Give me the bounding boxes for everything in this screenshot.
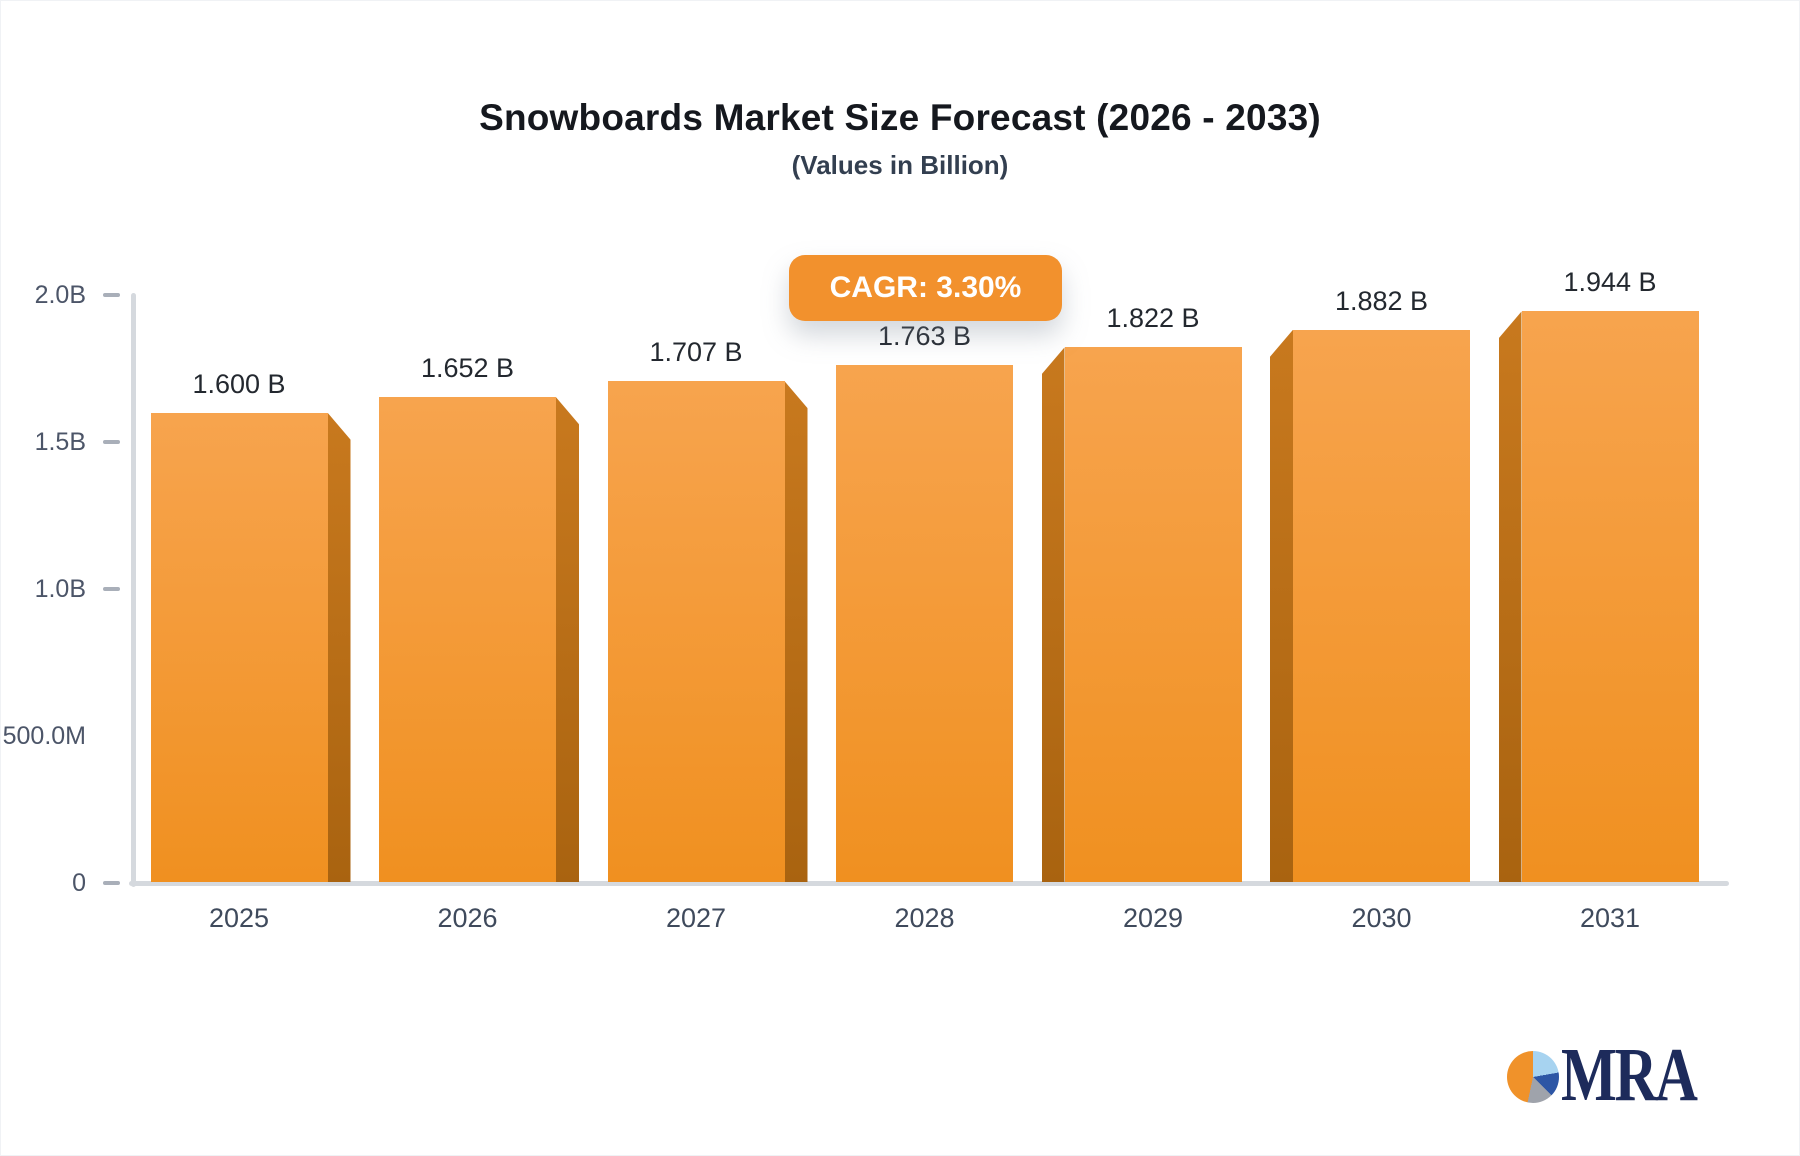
pie-chart-icon [1507, 1051, 1559, 1103]
bar [1293, 329, 1470, 882]
y-tick-mark [103, 881, 120, 885]
bar-side-face [327, 412, 351, 882]
bar [1064, 347, 1242, 882]
chart-title: Snowboards Market Size Forecast (2026 - … [479, 97, 1321, 138]
mra-logo: MRA [1507, 1033, 1734, 1117]
bar-value-label: 1.822 B [1106, 303, 1200, 334]
x-axis-category-label: 2026 [437, 903, 498, 933]
bar [607, 381, 785, 882]
bar-value-label: 1.652 B [420, 353, 515, 384]
y-tick-mark [103, 587, 120, 591]
bar-value-label: 1.707 B [649, 337, 743, 368]
bar-value-label: 1.944 B [1563, 267, 1657, 298]
cagr-badge: CAGR: 3.30% [789, 255, 1062, 321]
x-axis-category-label: 2030 [1351, 903, 1412, 933]
bar-side-face [1041, 347, 1065, 882]
bar [836, 364, 1013, 882]
bar-value-label: 1.763 B [877, 320, 972, 351]
x-axis-category-label: 2027 [665, 903, 727, 933]
x-axis-category-label: 2031 [1579, 903, 1641, 933]
bar-value-label: 1.882 B [1334, 285, 1429, 316]
logo-text: MRA [1561, 1033, 1698, 1117]
bar [1521, 311, 1699, 882]
y-tick-label: 1.5B [34, 428, 86, 456]
y-tick-label: 0 [72, 869, 86, 897]
x-axis-line [129, 881, 1729, 886]
x-axis-category-label: 2029 [1122, 903, 1184, 933]
chart-subtitle: (Values in Billion) [791, 150, 1009, 180]
bar-value-label: 1.600 B [192, 368, 286, 399]
x-axis-category-label: 2025 [208, 903, 270, 933]
y-tick-label: 1.0B [34, 575, 86, 603]
y-tick-mark [103, 293, 120, 297]
bar-side-face [784, 381, 808, 882]
bar [150, 412, 328, 882]
y-tick-mark [103, 440, 120, 444]
y-tick-label: 2.0B [34, 281, 86, 309]
y-tick-label: 500.0M [2, 722, 86, 750]
y-axis-line [131, 293, 136, 887]
bar-side-face [1498, 311, 1522, 882]
bar-side-face [1270, 329, 1293, 882]
bar-side-face [556, 397, 579, 882]
x-axis-category-label: 2028 [894, 903, 955, 933]
bar [379, 397, 556, 882]
